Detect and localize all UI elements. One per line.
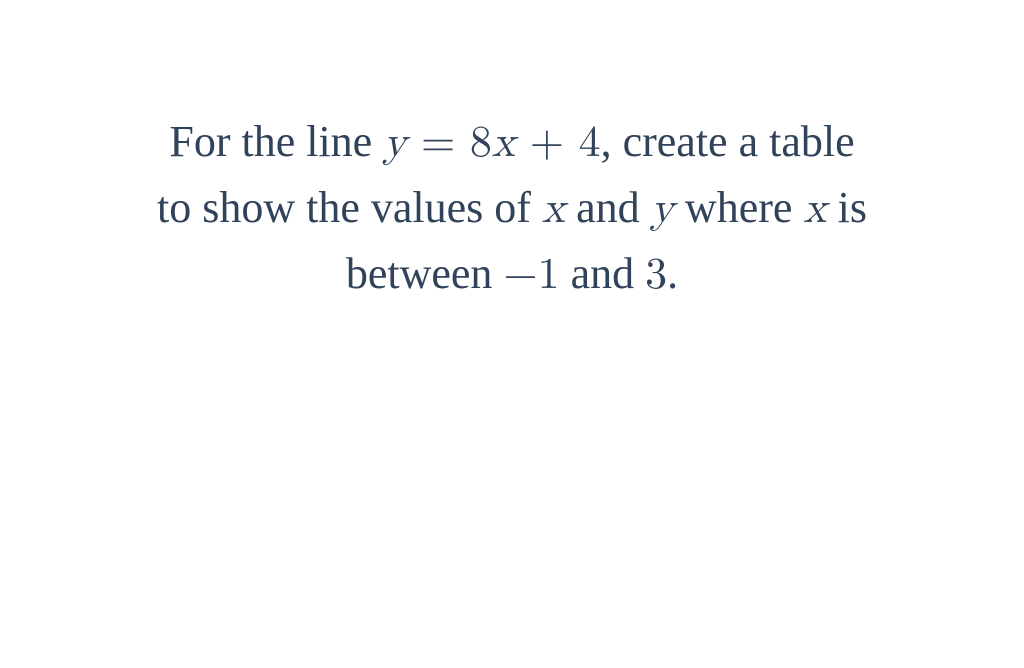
equation: y = 8x + 4 xyxy=(383,121,600,165)
range-low: −1 xyxy=(503,253,559,297)
problem-text: For the line y = 8x + 4, create a table … xyxy=(0,110,1024,307)
coefficient: 8 xyxy=(470,121,492,165)
text-segment: For the line xyxy=(169,117,383,166)
var-x: x xyxy=(803,187,826,231)
text-segment: between xyxy=(346,249,504,298)
var-x: x xyxy=(492,121,515,165)
text-segment: , create a table xyxy=(601,117,855,166)
text-segment: is xyxy=(827,183,867,232)
plus-sign: + xyxy=(515,121,578,165)
text-segment: and xyxy=(565,183,651,232)
var-y: y xyxy=(651,187,674,231)
problem-container: For the line y = 8x + 4, create a table … xyxy=(0,0,1024,307)
constant: 4 xyxy=(579,121,601,165)
equals-sign: = xyxy=(406,121,469,165)
text-segment: where xyxy=(674,183,804,232)
range-high: 3 xyxy=(645,253,667,297)
text-segment: to show the values of xyxy=(157,183,542,232)
var-x: x xyxy=(542,187,565,231)
var-y: y xyxy=(383,121,406,165)
text-segment: . xyxy=(667,249,678,298)
text-segment: and xyxy=(560,249,646,298)
